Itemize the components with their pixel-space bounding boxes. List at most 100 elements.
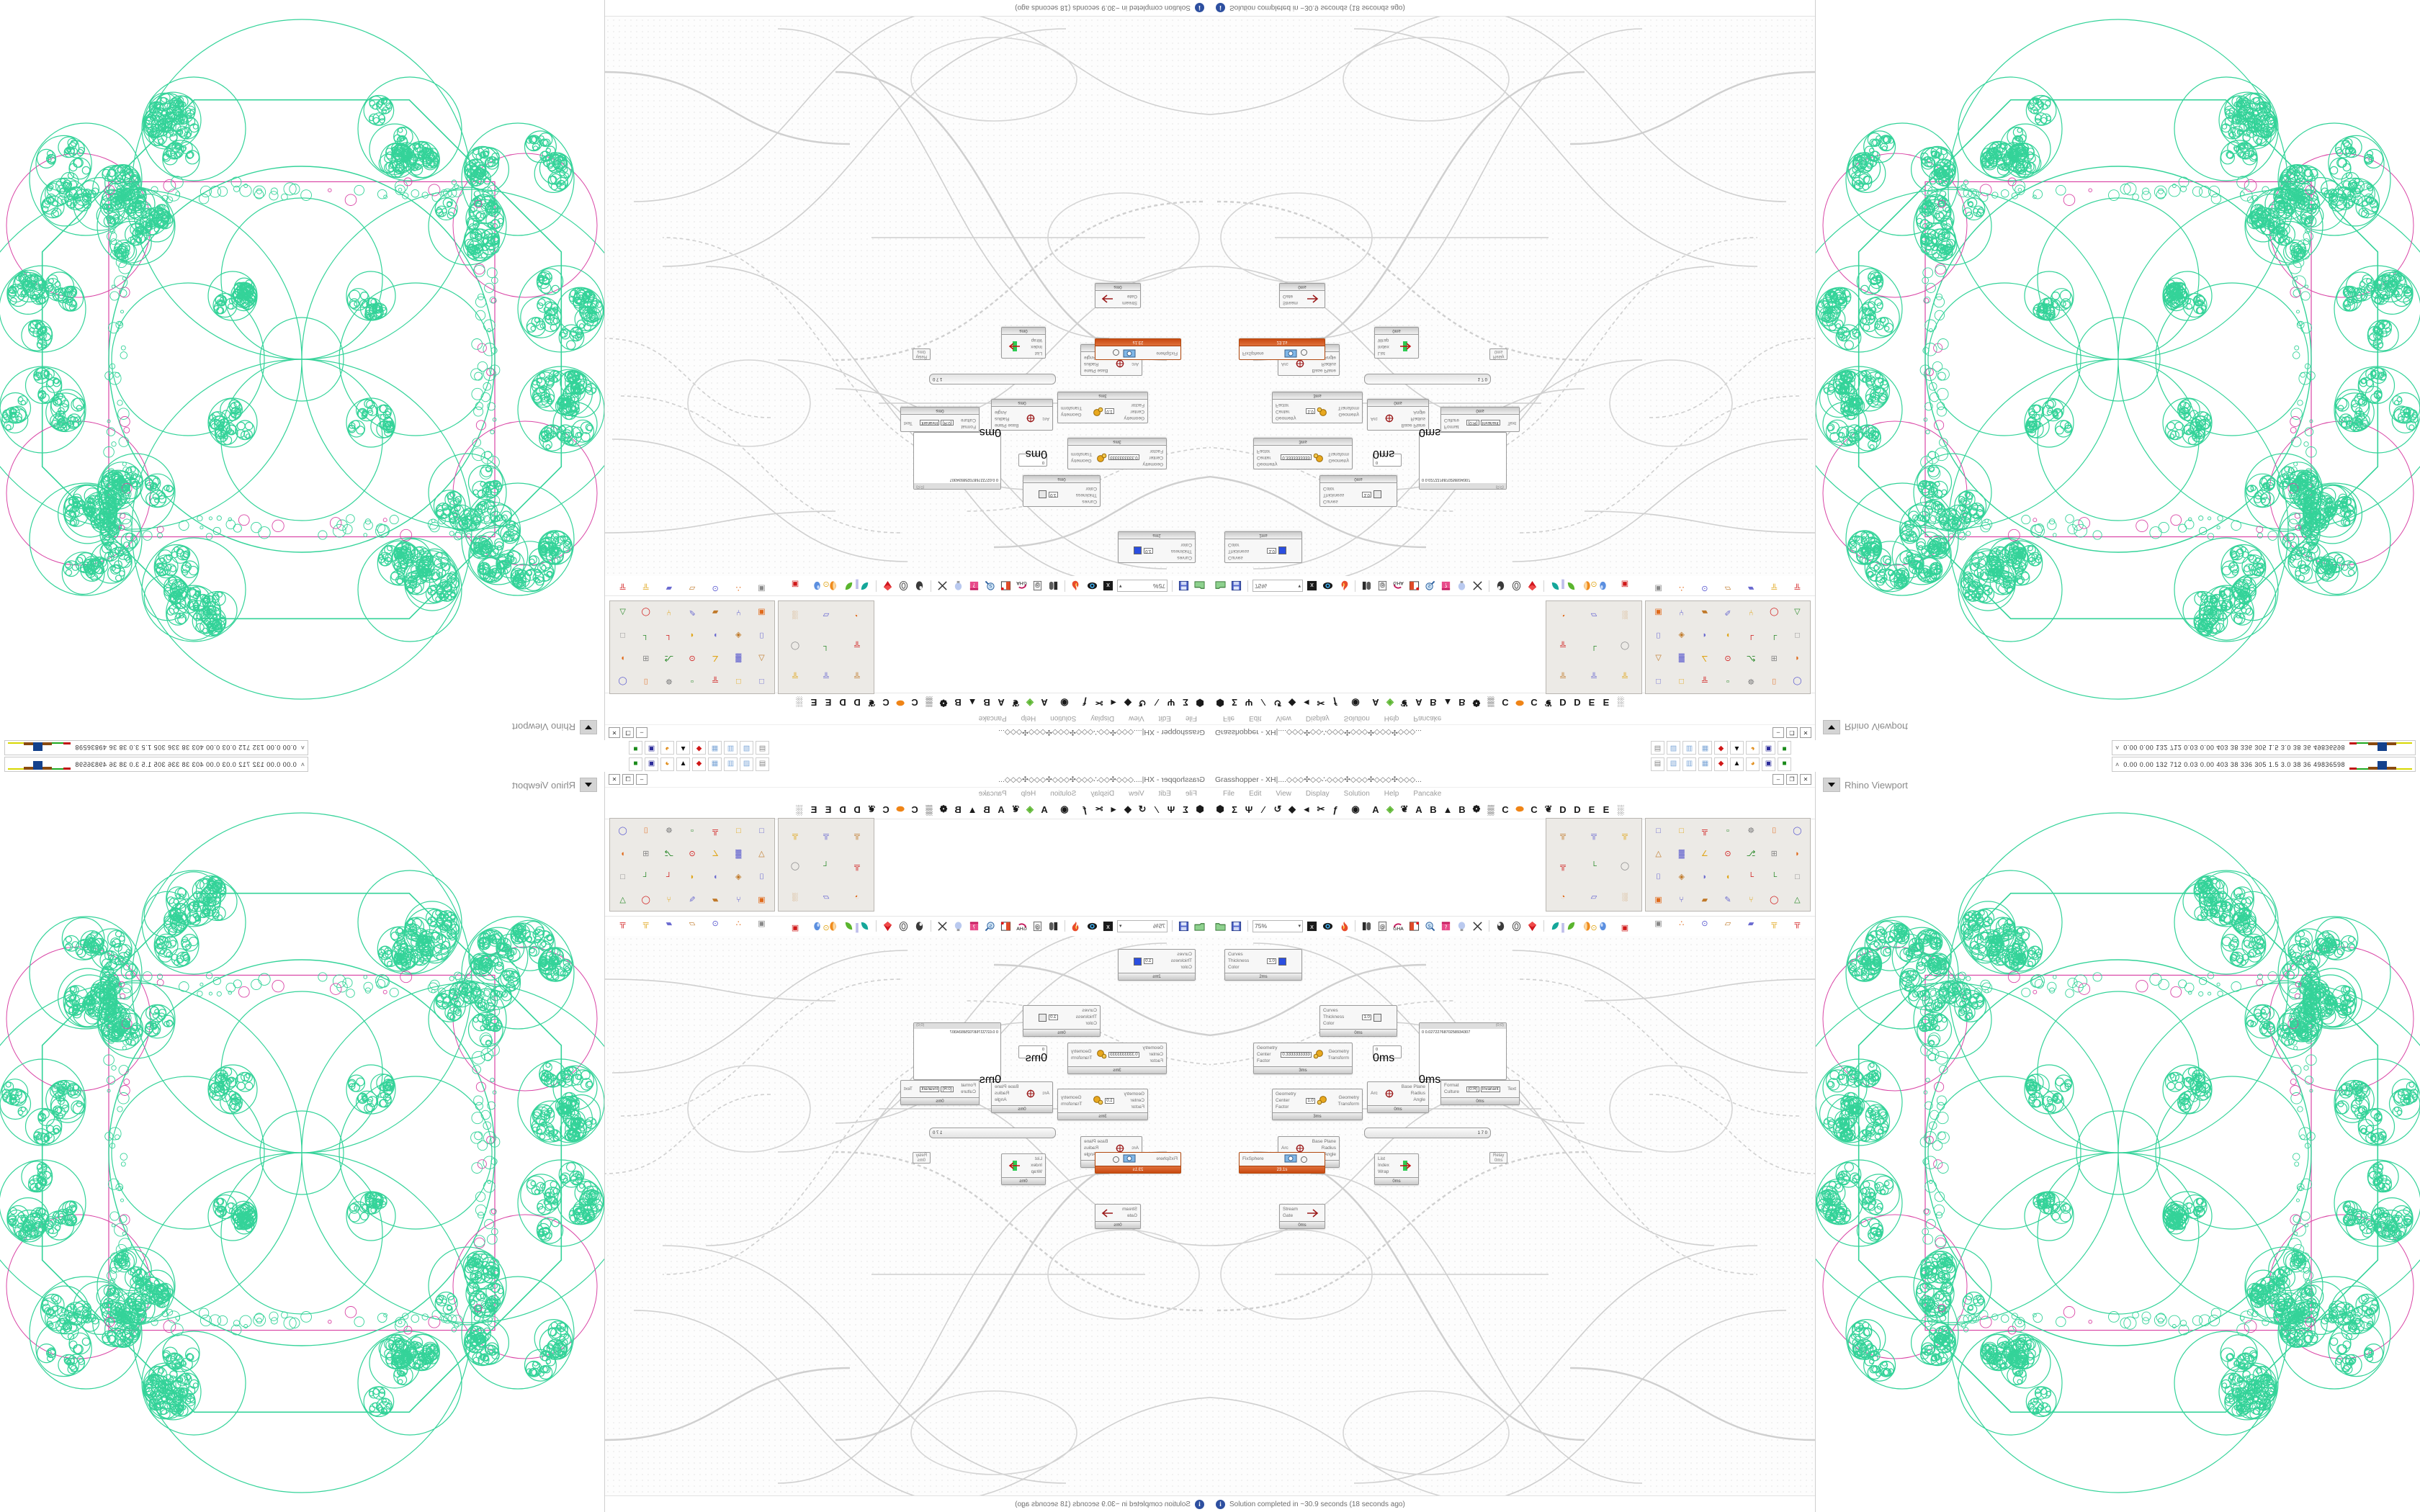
node-pin[interactable]: Color <box>1085 1021 1097 1027</box>
gh-component-arc-1[interactable]: Arc Base Plane Radius Angle 0ms <box>991 398 1053 431</box>
panel-text[interactable]: 0 0.0272276870258934307 <box>1422 1030 1471 1035</box>
bake-icon[interactable] <box>1070 919 1083 933</box>
ribbon-tab-0[interactable]: ⬢ <box>1216 698 1224 708</box>
ribbon-tab-19[interactable]: C <box>911 804 918 815</box>
panel-text[interactable]: 0 <box>1376 1048 1379 1052</box>
sphere-grid-icon[interactable]: □ <box>1679 827 1685 836</box>
color-swatch[interactable] <box>1039 1013 1047 1022</box>
array-icon[interactable]: ⊙ <box>1701 919 1708 928</box>
close-button[interactable]: ✕ <box>609 727 620 738</box>
menu-item-view[interactable]: View <box>1129 790 1144 798</box>
node-pin[interactable]: Center <box>1130 408 1144 414</box>
mesh-icon[interactable]: ◗ <box>1795 653 1800 662</box>
gh-component-custom-preview-1[interactable]: Curves Thickness Color 1.0 2ms <box>1118 531 1196 563</box>
chevron-down-icon[interactable]: ▾ <box>1119 583 1122 588</box>
angle-icon[interactable]: ░ <box>1622 892 1628 901</box>
sphere-dark-icon[interactable] <box>1494 919 1507 933</box>
maximize-button[interactable]: ❐ <box>622 727 634 738</box>
open-folder-icon[interactable] <box>1193 919 1206 933</box>
boolean-toggle[interactable] <box>1301 1156 1308 1163</box>
polygon-icon[interactable]: ⊙ <box>689 850 696 859</box>
boolean-toggle[interactable] <box>1112 1156 1119 1163</box>
surface-icon[interactable]: ⌷ <box>1771 827 1777 836</box>
node-pin[interactable]: Factor <box>1257 448 1270 454</box>
plane-icon[interactable]: ▫ <box>1726 827 1729 836</box>
expand-tray-icon[interactable]: ˄ <box>300 744 305 752</box>
ribbon-tab-18[interactable]: ▒ <box>926 804 933 815</box>
leaf-teal-icon[interactable] <box>1549 919 1562 933</box>
sphere-dark-icon[interactable] <box>1494 580 1507 593</box>
ribbon-tab-27[interactable]: ░ <box>796 804 803 815</box>
array-icon[interactable]: ☸ <box>1747 676 1755 685</box>
menu-item-pancake[interactable]: Pancake <box>1413 714 1442 722</box>
branch-icon[interactable]: ⑂ <box>1679 896 1685 905</box>
node-pin[interactable]: Base Plane <box>1084 1139 1108 1144</box>
ribbon-tab-8[interactable]: ƒ <box>1082 697 1088 708</box>
gha-icon[interactable]: GHA <box>1392 919 1405 933</box>
grasshopper-titlebar[interactable]: Grasshopper - XH|....◇◇◇✣◇◇∴◇◇◇✣◇◇◇✣◇◇◇✣… <box>605 724 1210 740</box>
node-value[interactable]: 1.0 <box>1267 547 1276 554</box>
profiler-icon[interactable] <box>1360 580 1373 593</box>
rhino-canvas[interactable] <box>0 0 604 719</box>
menu-item-solution[interactable]: Solution <box>1343 790 1370 798</box>
lock-icon[interactable]: ◯ <box>641 607 650 616</box>
sphere-dark-icon[interactable] <box>913 919 926 933</box>
color-swatch[interactable] <box>1134 546 1142 555</box>
ribbon-tab-23[interactable]: D <box>1559 697 1567 708</box>
node-pin[interactable]: Curves <box>1323 499 1338 504</box>
polygon-icon[interactable]: ◖ <box>689 873 695 882</box>
channel-icon[interactable]: ╦ <box>1591 672 1597 682</box>
chevron-down-icon[interactable] <box>1823 778 1840 792</box>
node-pin[interactable]: Angle <box>1413 409 1425 415</box>
wedge-icon[interactable]: ╦ <box>792 672 798 682</box>
flame-icon[interactable]: ◯ <box>1620 642 1630 651</box>
close-button[interactable]: ✕ <box>1800 774 1811 785</box>
ribbon-tab-26[interactable]: E <box>810 697 817 708</box>
window-icon[interactable]: ▦ <box>1698 741 1712 755</box>
terminal-green-icon[interactable]: ■ <box>1778 757 1791 771</box>
node-pin[interactable]: Curves <box>1177 555 1192 560</box>
ribbon-tab-19[interactable]: C <box>1502 804 1509 815</box>
ring-icon[interactable]: ⌷ <box>1656 630 1661 639</box>
panel-icon[interactable]: ◯ <box>1793 676 1802 685</box>
node-value[interactable]: 1.0 <box>1144 958 1153 965</box>
node-pin[interactable]: Radius <box>1084 361 1099 366</box>
ribbon-tab-25[interactable]: E <box>1588 697 1595 708</box>
slider-value[interactable]: 1 7 0 <box>933 377 943 382</box>
sphere-grid-icon[interactable]: ▣ <box>758 896 766 905</box>
expand-tray-icon[interactable]: ˄ <box>2115 760 2120 768</box>
ribbon-tab-26[interactable]: E <box>810 804 817 815</box>
egg-orange-icon[interactable] <box>1580 580 1594 593</box>
node-pin[interactable]: FixSphere <box>1156 351 1178 356</box>
ring-icon[interactable]: ⌷ <box>1656 873 1661 882</box>
node-outputs[interactable]: Geometry Transform <box>1058 401 1085 421</box>
ribbon-tab-21[interactable]: C <box>882 697 889 708</box>
square-tube-icon[interactable]: ▱ <box>823 611 830 620</box>
node-pin[interactable]: Text <box>904 1086 913 1092</box>
vector-tree-icon[interactable]: └ <box>666 873 672 882</box>
ribbon-tab-16[interactable]: B <box>1458 697 1466 708</box>
ribbon-tab-7[interactable]: ✂ <box>1095 804 1103 814</box>
ribbon-tab-23[interactable]: D <box>853 697 861 708</box>
lock-icon[interactable]: └ <box>642 630 649 639</box>
node-value-secondary[interactable]: Invariant <box>920 1086 940 1092</box>
ribbon-tab-12[interactable]: ❦ <box>1011 698 1020 708</box>
boolean-toggle[interactable] <box>1112 349 1119 356</box>
node-pin[interactable]: Text <box>904 420 913 426</box>
palette-group-profiles[interactable]: ╦╦╦╦└◯◔▱░║⊙▣⑂◔∠▨△▨Profiles+ <box>1546 818 1642 1014</box>
egg-blue-icon[interactable] <box>810 919 824 933</box>
node-pin[interactable]: Culture <box>1444 1089 1459 1095</box>
cube-icon[interactable]: ◈ <box>735 630 742 639</box>
node-pin[interactable]: Transform <box>1327 451 1349 457</box>
grasshopper-canvas[interactable]: Curves Thickness Color 1.0 2ms Curves Thicknes… <box>1210 936 1815 1512</box>
node-inputs[interactable]: Stream Gate <box>1280 1206 1301 1220</box>
gradient-icon[interactable]: ╦ <box>1794 919 1801 928</box>
gh-relay-1[interactable]: Relay 0ms <box>1489 348 1508 360</box>
shell-icon[interactable] <box>1510 580 1523 593</box>
gh-panel-panel-small[interactable]: 0 0ms <box>1373 1045 1402 1064</box>
lock-icon[interactable]: ╦ <box>1771 919 1778 928</box>
zoom-level-select[interactable]: 75% ▾ <box>1117 919 1168 932</box>
ribbon-tab-24[interactable]: D <box>839 804 846 815</box>
ribbon-tab-1[interactable]: Σ <box>1183 697 1188 708</box>
sphere-dark-icon[interactable] <box>913 580 926 593</box>
